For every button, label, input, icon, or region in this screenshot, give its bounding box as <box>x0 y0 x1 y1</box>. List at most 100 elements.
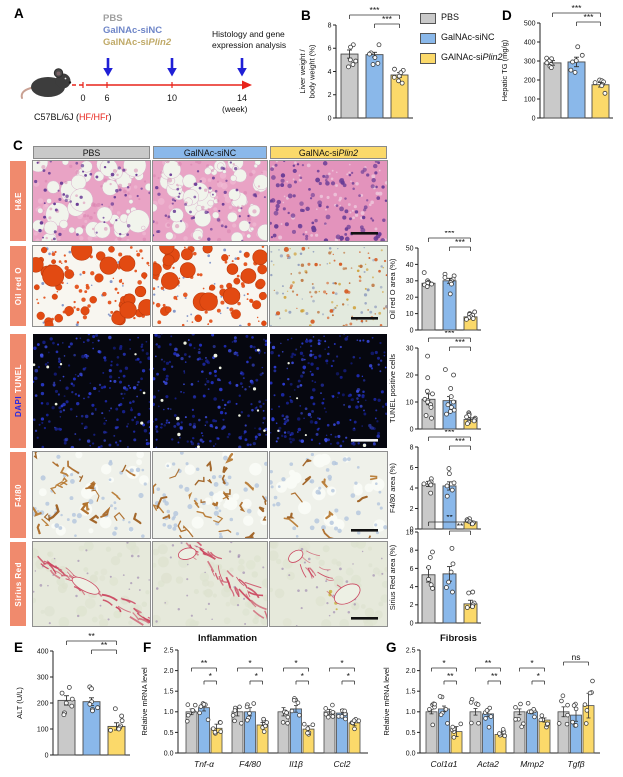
svg-text:***: *** <box>382 14 393 24</box>
svg-text:0.5: 0.5 <box>406 730 416 737</box>
svg-text:*: * <box>294 658 298 668</box>
svg-text:40: 40 <box>406 262 414 269</box>
week-label: (week) <box>222 104 248 114</box>
injection-arrow-icon <box>167 58 177 77</box>
svg-text:***: *** <box>445 231 456 238</box>
svg-text:Sirius Red area (%): Sirius Red area (%) <box>388 544 397 610</box>
svg-text:0.0: 0.0 <box>406 750 416 757</box>
svg-text:0: 0 <box>328 115 332 122</box>
histology-he-pbs <box>32 160 151 242</box>
svg-text:**: ** <box>201 658 208 668</box>
column-header-siplin2: GalNAc-siPlin2 <box>270 146 387 159</box>
column-header-sinc: GalNAc-siNC <box>153 146 267 159</box>
timeline-tick-6: 6 <box>104 93 110 103</box>
svg-text:2.5: 2.5 <box>164 647 174 654</box>
treatment-sinc-label: GalNAc-siNC <box>103 25 163 36</box>
chart-sirius-red-area: 0 2 4 6 8 10 Sirius Red area (%) ** ** <box>386 512 490 639</box>
panel-a-label: A <box>14 6 24 21</box>
svg-text:Fibrosis: Fibrosis <box>440 633 477 644</box>
histology-f480-pbs <box>32 451 151 539</box>
svg-text:0: 0 <box>532 115 536 122</box>
histology-sirius-sinc <box>152 541 268 627</box>
svg-text:Tnf-α: Tnf-α <box>194 759 215 769</box>
svg-text:300: 300 <box>524 58 536 65</box>
svg-text:***: *** <box>455 436 466 446</box>
svg-text:*: * <box>537 671 541 681</box>
histology-f480-sinc <box>152 451 268 539</box>
svg-text:4: 4 <box>328 69 332 76</box>
mouse-strain-label: C57BL/6J (HF/HFr) <box>34 112 112 122</box>
svg-text:Tgfβ: Tgfβ <box>567 759 584 769</box>
svg-text:Acta2: Acta2 <box>476 759 499 769</box>
svg-text:400: 400 <box>37 648 49 655</box>
chart-hepatic-tg: 0 100 200 300 400 500 Hepatic TG (mg/g) *** *** <box>498 3 623 135</box>
svg-text:6: 6 <box>410 566 414 573</box>
svg-text:0: 0 <box>45 752 49 759</box>
svg-text:200: 200 <box>37 700 49 707</box>
svg-text:ns: ns <box>572 652 581 662</box>
legend-siplin2-prefix: GAlNAc-si <box>441 52 483 62</box>
svg-text:10: 10 <box>406 529 414 536</box>
svg-text:***: *** <box>584 12 595 22</box>
panel-d-label: D <box>502 8 512 23</box>
row-label-he-text: H&E <box>13 191 23 211</box>
svg-text:8: 8 <box>410 444 414 451</box>
svg-text:Ccl2: Ccl2 <box>333 759 350 769</box>
svg-text:Oil red O area (%): Oil red O area (%) <box>388 258 397 319</box>
svg-text:*: * <box>255 671 259 681</box>
chart-fibrosis: 0.0 0.5 1.0 1.5 2.0 2.5 Relative mRNA level Fib… <box>380 628 608 777</box>
svg-text:1.0: 1.0 <box>164 709 174 716</box>
svg-text:0: 0 <box>410 327 414 334</box>
svg-text:F4/80 area (%): F4/80 area (%) <box>388 462 397 513</box>
svg-text:0: 0 <box>410 526 414 533</box>
svg-text:20: 20 <box>406 295 414 302</box>
svg-text:6: 6 <box>328 46 332 53</box>
svg-text:4: 4 <box>410 485 414 492</box>
svg-text:2.0: 2.0 <box>164 668 174 675</box>
svg-text:Col1α1: Col1α1 <box>430 759 457 769</box>
legend-swatch-sinc <box>420 33 436 44</box>
panel-b-label: B <box>301 8 311 23</box>
histology-he-sinc <box>152 160 268 242</box>
treatment-siplin2-label: GalNAc-siPlin2 <box>103 37 171 49</box>
svg-text:20: 20 <box>406 372 414 379</box>
svg-text:***: *** <box>455 237 466 247</box>
svg-text:10: 10 <box>406 399 414 406</box>
injection-arrow-icon <box>237 58 247 77</box>
timeline-annotation: Histology and gene expression analysis <box>212 29 286 50</box>
svg-text:2.5: 2.5 <box>406 647 416 654</box>
annotation-line2: expression analysis <box>212 39 287 50</box>
timeline-tick-10: 10 <box>166 93 177 103</box>
panel-e-label: E <box>14 640 24 655</box>
row-label-tunel-part: TUNEL <box>13 364 23 397</box>
svg-text:**: ** <box>457 521 464 531</box>
svg-text:**: ** <box>491 671 498 681</box>
row-label-sirius: Sirius Red <box>10 542 26 626</box>
svg-text:6: 6 <box>410 465 414 472</box>
svg-text:Hepatic TG (mg/g): Hepatic TG (mg/g) <box>500 39 509 101</box>
svg-text:*: * <box>442 658 446 668</box>
svg-text:1.5: 1.5 <box>164 689 174 696</box>
header-siplin2-prefix: GalNAc-si <box>298 147 339 158</box>
svg-text:4: 4 <box>410 584 414 591</box>
chart-f480-area: 0 2 4 6 8 F4/80 area (%) *** *** <box>386 427 490 545</box>
svg-text:2: 2 <box>410 506 414 513</box>
svg-text:Relative mRNA level: Relative mRNA level <box>140 667 149 736</box>
histology-sirius-siplin2 <box>269 541 388 627</box>
legend-label-pbs: PBS <box>441 12 460 22</box>
histology-oilredo-pbs <box>32 245 151 327</box>
svg-text:0.0: 0.0 <box>164 750 174 757</box>
histology-he-siplin2 <box>269 160 388 242</box>
chart-oil-red-o-area: 0 10 20 30 40 50 Oil red O area (%) *** *** <box>386 228 490 346</box>
chart-liver-weight: 0 2 4 6 8 Liver weight / body weight (%) *** *** <box>296 5 422 135</box>
strain-suffix: ) <box>108 112 112 122</box>
svg-text:ALT (U/L): ALT (U/L) <box>15 687 24 719</box>
diet-label: HF/HFr <box>79 112 109 122</box>
svg-text:**: ** <box>88 631 95 641</box>
panel-g-label: G <box>386 640 397 655</box>
histology-oilredo-sinc <box>152 245 268 327</box>
svg-text:**: ** <box>446 515 453 522</box>
histology-tunel-pbs <box>33 334 150 448</box>
histology-tunel-siplin2 <box>270 334 387 448</box>
